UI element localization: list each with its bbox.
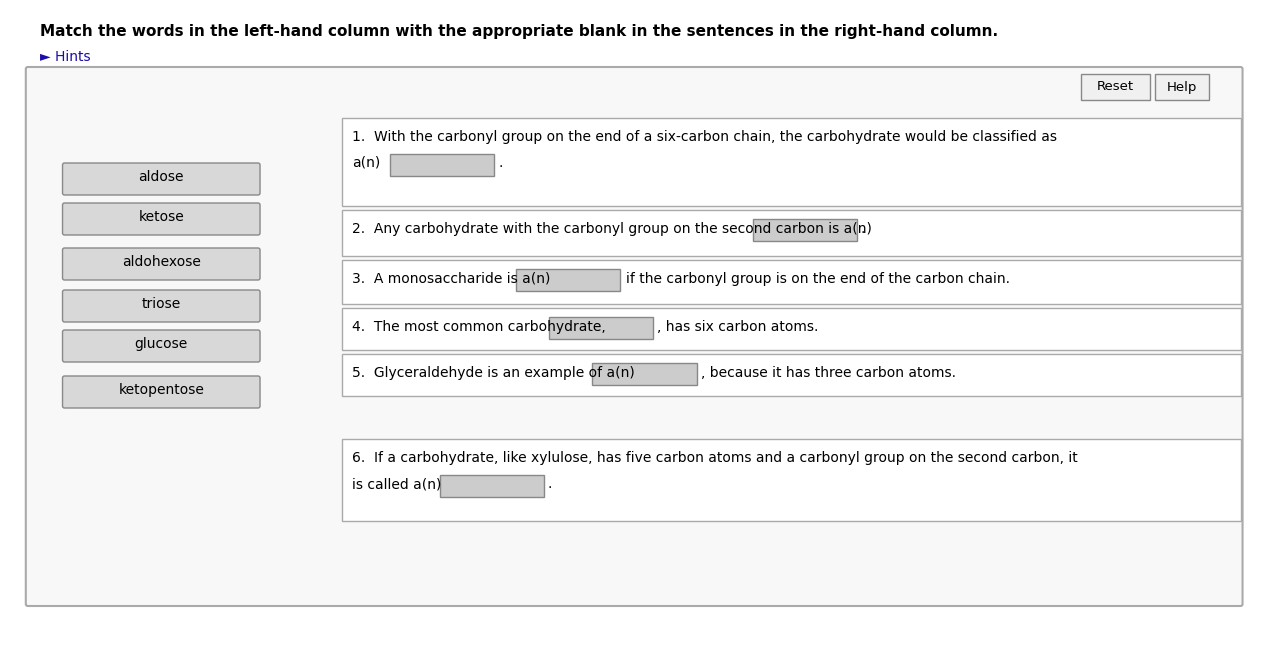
Text: Help: Help bbox=[1166, 80, 1197, 94]
Text: glucose: glucose bbox=[134, 337, 188, 351]
FancyBboxPatch shape bbox=[63, 290, 260, 322]
Text: .: . bbox=[499, 156, 503, 170]
Text: 2.  Any carbohydrate with the carbonyl group on the second carbon is a(n): 2. Any carbohydrate with the carbonyl gr… bbox=[352, 222, 872, 236]
Text: 1.  With the carbonyl group on the end of a six-carbon chain, the carbohydrate w: 1. With the carbonyl group on the end of… bbox=[352, 130, 1058, 144]
FancyBboxPatch shape bbox=[343, 308, 1241, 350]
FancyBboxPatch shape bbox=[440, 475, 544, 497]
FancyBboxPatch shape bbox=[63, 330, 260, 362]
Text: ketopentose: ketopentose bbox=[119, 383, 205, 397]
Text: .: . bbox=[547, 477, 553, 491]
FancyBboxPatch shape bbox=[343, 260, 1241, 304]
FancyBboxPatch shape bbox=[63, 163, 260, 195]
FancyBboxPatch shape bbox=[752, 219, 857, 241]
Text: Reset: Reset bbox=[1097, 80, 1134, 94]
Text: if the carbonyl group is on the end of the carbon chain.: if the carbonyl group is on the end of t… bbox=[627, 272, 1010, 286]
Text: , has six carbon atoms.: , has six carbon atoms. bbox=[657, 320, 819, 334]
Text: , because it has three carbon atoms.: , because it has three carbon atoms. bbox=[701, 366, 955, 380]
Text: .: . bbox=[861, 222, 865, 236]
Text: aldohexose: aldohexose bbox=[122, 255, 201, 269]
FancyBboxPatch shape bbox=[63, 203, 260, 235]
FancyBboxPatch shape bbox=[343, 118, 1241, 206]
FancyBboxPatch shape bbox=[63, 376, 260, 408]
FancyBboxPatch shape bbox=[26, 67, 1243, 606]
FancyBboxPatch shape bbox=[63, 248, 260, 280]
Text: aldose: aldose bbox=[138, 170, 184, 184]
FancyBboxPatch shape bbox=[343, 439, 1241, 521]
FancyBboxPatch shape bbox=[517, 269, 620, 291]
FancyBboxPatch shape bbox=[1155, 74, 1209, 100]
Text: ketose: ketose bbox=[138, 210, 184, 224]
FancyBboxPatch shape bbox=[343, 210, 1241, 256]
FancyBboxPatch shape bbox=[1081, 74, 1150, 100]
FancyBboxPatch shape bbox=[592, 363, 697, 385]
Text: a(n): a(n) bbox=[352, 156, 381, 170]
FancyBboxPatch shape bbox=[549, 317, 654, 339]
Text: is called a(n): is called a(n) bbox=[352, 477, 441, 491]
Text: 5.  Glyceraldehyde is an example of a(n): 5. Glyceraldehyde is an example of a(n) bbox=[352, 366, 636, 380]
Text: 3.  A monosaccharide is a(n): 3. A monosaccharide is a(n) bbox=[352, 272, 551, 286]
Text: ► Hints: ► Hints bbox=[40, 50, 91, 64]
Text: Match the words in the left-hand column with the appropriate blank in the senten: Match the words in the left-hand column … bbox=[40, 24, 998, 39]
FancyBboxPatch shape bbox=[343, 354, 1241, 396]
FancyBboxPatch shape bbox=[390, 154, 494, 176]
Text: 4.  The most common carbohydrate,: 4. The most common carbohydrate, bbox=[352, 320, 606, 334]
Text: triose: triose bbox=[142, 297, 180, 311]
Text: 6.  If a carbohydrate, like xylulose, has five carbon atoms and a carbonyl group: 6. If a carbohydrate, like xylulose, has… bbox=[352, 451, 1078, 465]
